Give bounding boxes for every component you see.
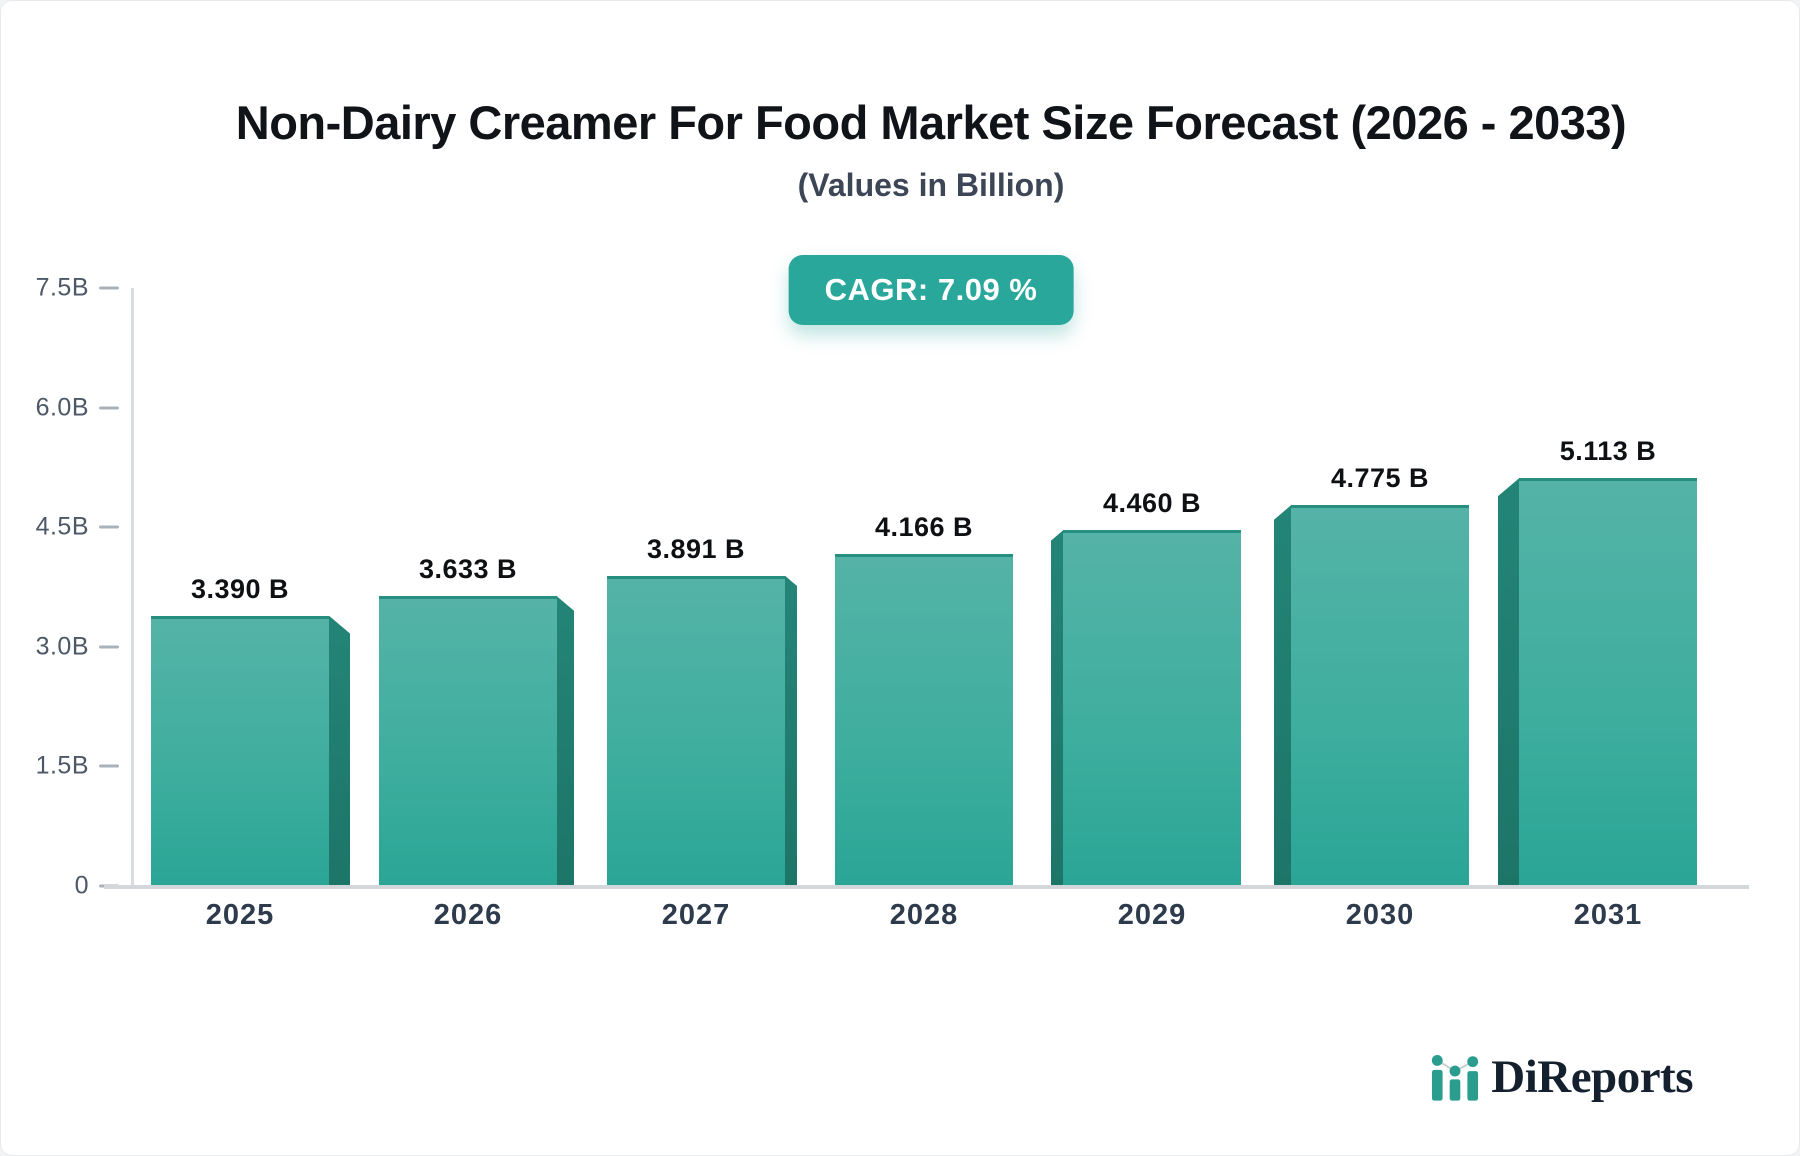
x-axis-category-label: 2031 bbox=[1573, 899, 1643, 931]
bar bbox=[379, 596, 557, 886]
bar-3d-side bbox=[329, 615, 350, 886]
y-axis-tick-label: 3.0B bbox=[35, 632, 89, 661]
x-axis-category-label: 2029 bbox=[1117, 899, 1187, 931]
logo-bars-icon bbox=[1432, 1055, 1479, 1101]
y-axis-tick-mark bbox=[99, 406, 119, 410]
bar-3d-side bbox=[557, 596, 574, 886]
bar-value-label: 3.390 B bbox=[190, 573, 290, 604]
bar-value-label: 5.113 B bbox=[1559, 436, 1657, 467]
x-axis-category-label: 2027 bbox=[661, 899, 731, 931]
bar-value-label: 4.460 B bbox=[1102, 488, 1202, 519]
bar bbox=[151, 615, 329, 886]
y-axis-tick-label: 7.5B bbox=[35, 273, 89, 302]
bar bbox=[607, 575, 785, 886]
bar-3d-side bbox=[1498, 478, 1519, 886]
y-axis-tick-mark bbox=[99, 525, 119, 529]
bar bbox=[1291, 505, 1469, 886]
x-axis-category-label: 2026 bbox=[433, 899, 503, 931]
bar-3d-side bbox=[785, 575, 797, 886]
y-axis-line bbox=[131, 288, 134, 889]
bar-value-label: 4.775 B bbox=[1330, 463, 1430, 494]
bar-value-label: 3.633 B bbox=[418, 554, 518, 585]
bar bbox=[1063, 530, 1241, 886]
bar-3d-side bbox=[1051, 530, 1063, 886]
y-axis-tick-mark bbox=[99, 645, 119, 649]
bar bbox=[835, 553, 1013, 886]
bar-3d-side bbox=[1274, 505, 1291, 886]
y-axis-tick-label: 0 bbox=[74, 871, 89, 900]
cagr-badge: CAGR: 7.09 % bbox=[788, 255, 1074, 325]
bar-value-label: 4.166 B bbox=[874, 511, 974, 542]
y-axis-tick-mark bbox=[99, 764, 119, 768]
bar bbox=[1519, 478, 1697, 886]
y-axis-tick-label: 1.5B bbox=[35, 751, 89, 780]
brand-logo: DiReports bbox=[1429, 1051, 1693, 1103]
x-axis-category-label: 2030 bbox=[1345, 899, 1415, 931]
y-axis-tick-label: 4.5B bbox=[35, 512, 89, 541]
x-axis-category-label: 2025 bbox=[205, 899, 275, 931]
chart-title: Non-Dairy Creamer For Food Market Size F… bbox=[235, 96, 1627, 149]
brand-name: DiReports bbox=[1491, 1050, 1693, 1103]
bar-value-label: 3.891 B bbox=[646, 533, 746, 564]
x-axis-category-label: 2028 bbox=[889, 899, 959, 931]
y-axis-tick-mark bbox=[99, 286, 119, 290]
y-axis-tick-label: 6.0B bbox=[35, 393, 89, 422]
x-axis-baseline bbox=[104, 885, 1749, 889]
chart-subtitle: (Values in Billion) bbox=[797, 167, 1065, 203]
